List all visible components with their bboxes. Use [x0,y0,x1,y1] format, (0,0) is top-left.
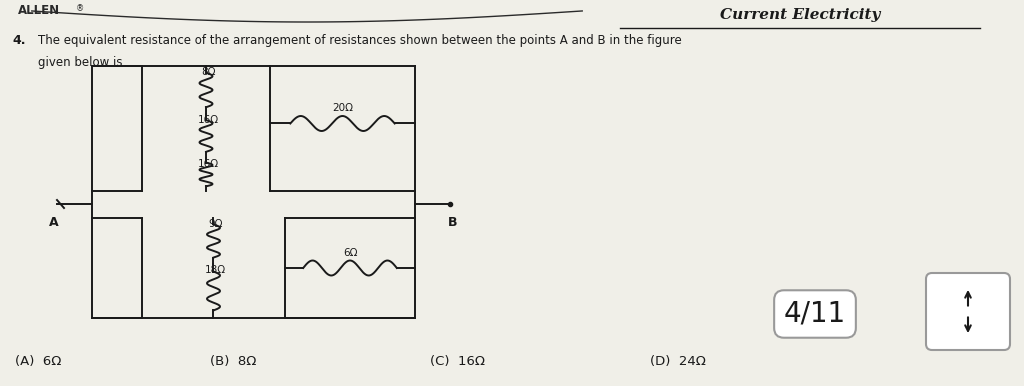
Text: given below is: given below is [38,56,123,69]
Text: 8Ω: 8Ω [201,67,215,77]
Text: 20Ω: 20Ω [332,103,353,113]
Text: 4.: 4. [12,34,26,47]
Text: 4/11: 4/11 [784,300,846,328]
Text: (B)  8Ω: (B) 8Ω [210,354,256,367]
Text: 18Ω: 18Ω [205,265,226,275]
Text: A: A [49,216,58,229]
Text: 16Ω: 16Ω [198,159,218,169]
Text: B: B [449,216,458,229]
Text: Current Electricity: Current Electricity [720,8,881,22]
Text: 6Ω: 6Ω [343,248,357,258]
FancyBboxPatch shape [926,273,1010,350]
Text: (C)  16Ω: (C) 16Ω [430,354,485,367]
Text: 16Ω: 16Ω [198,115,218,125]
Text: The equivalent resistance of the arrangement of resistances shown between the po: The equivalent resistance of the arrange… [38,34,682,47]
Text: ®: ® [76,4,84,13]
Text: (A)  6Ω: (A) 6Ω [15,354,61,367]
Text: (D)  24Ω: (D) 24Ω [650,354,706,367]
Text: 9Ω: 9Ω [208,219,223,229]
Text: ALLEN: ALLEN [18,4,60,17]
